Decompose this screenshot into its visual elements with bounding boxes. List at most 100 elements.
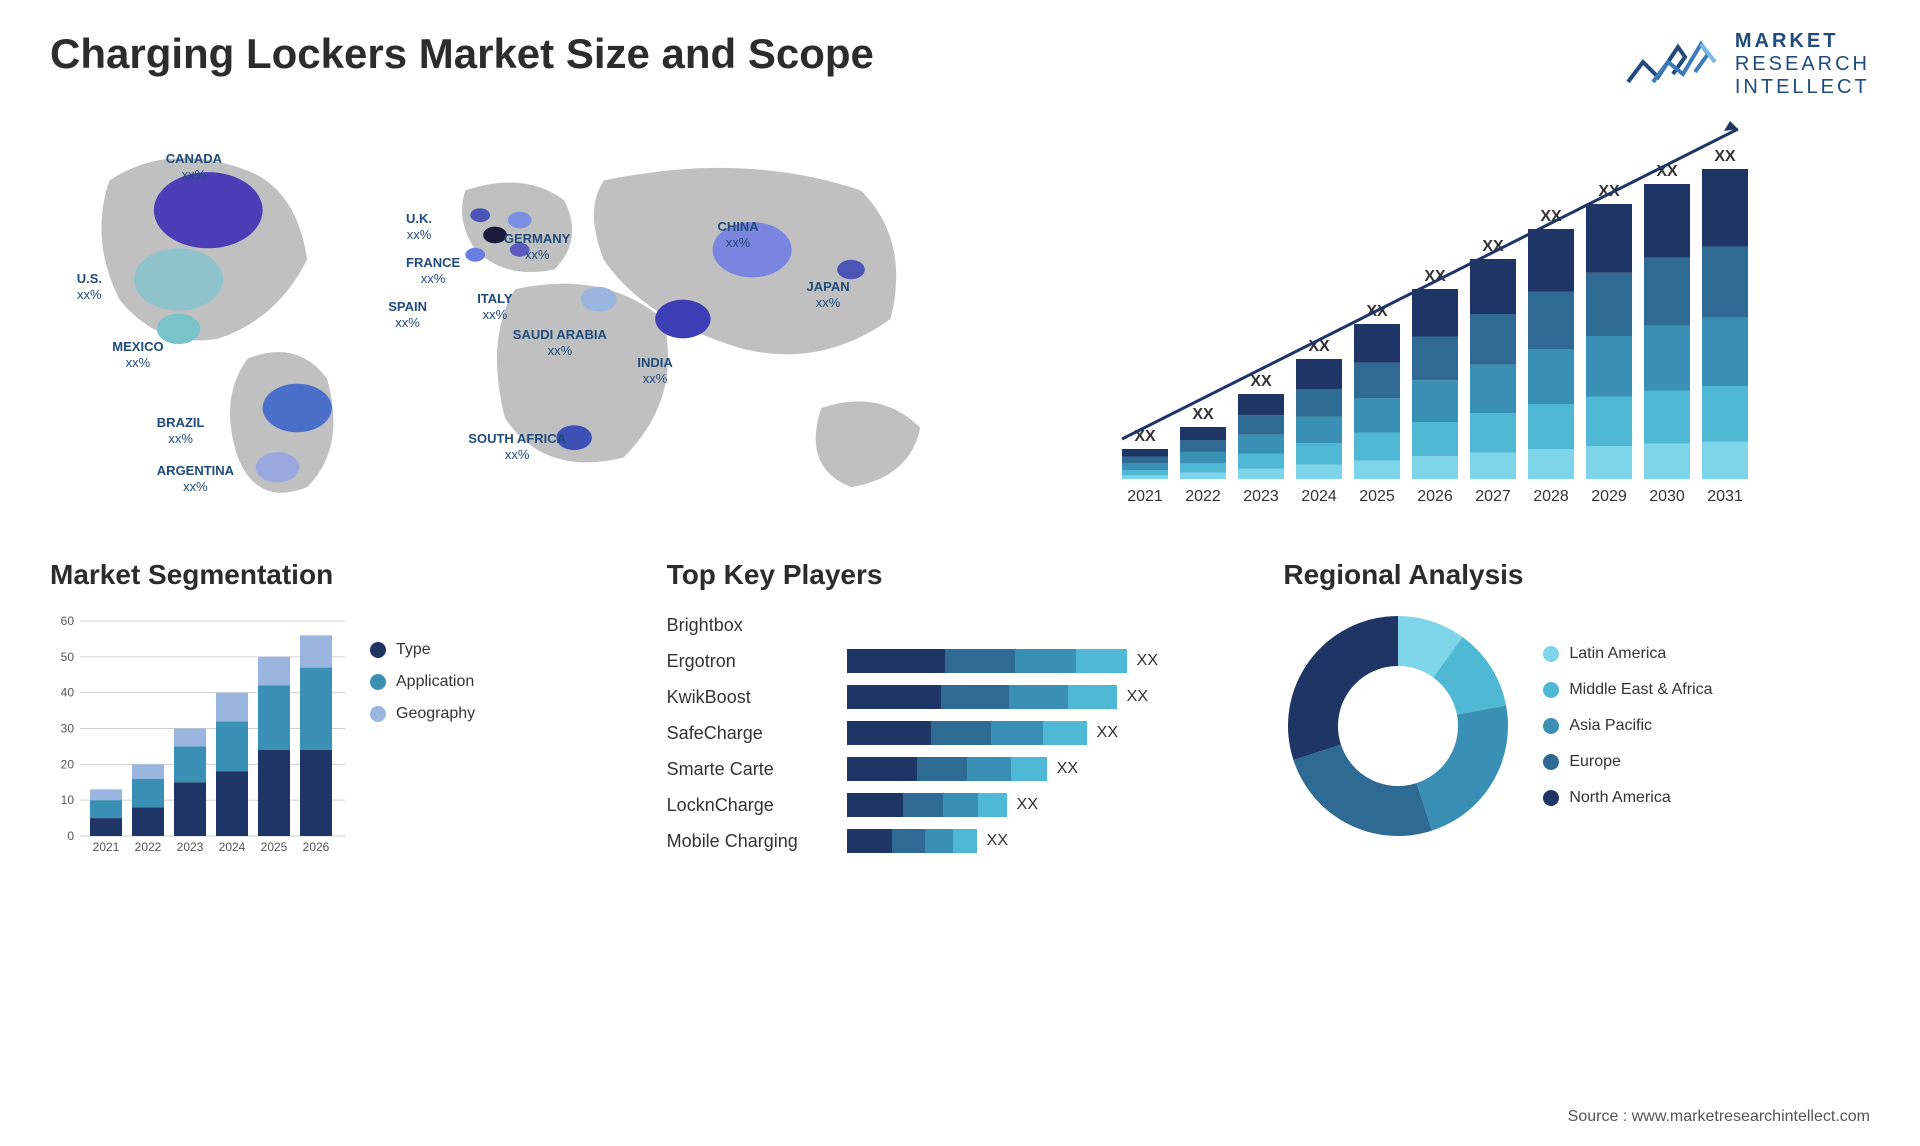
- player-bar-row: [847, 611, 1254, 639]
- svg-text:2028: 2028: [1533, 488, 1569, 505]
- svg-text:60: 60: [61, 614, 75, 628]
- player-name: Brightbox: [667, 611, 827, 639]
- player-bar-segment: [967, 757, 1011, 781]
- player-name: KwikBoost: [667, 683, 827, 711]
- svg-text:2023: 2023: [177, 840, 204, 854]
- players-names: BrightboxErgotronKwikBoostSafeChargeSmar…: [667, 611, 827, 855]
- map-label-canada: CANADAxx%: [166, 151, 222, 182]
- player-value: XX: [1097, 724, 1118, 742]
- segmentation-legend-item: Type: [370, 641, 475, 659]
- svg-text:2023: 2023: [1243, 488, 1279, 505]
- svg-text:50: 50: [61, 650, 75, 664]
- player-bar-segment: [978, 793, 1007, 817]
- legend-swatch: [1543, 682, 1559, 698]
- player-bar-segment: [892, 829, 925, 853]
- players-wrap: BrightboxErgotronKwikBoostSafeChargeSmar…: [667, 611, 1254, 855]
- player-bar-segment: [847, 685, 942, 709]
- segmentation-legend: TypeApplicationGeography: [370, 611, 475, 861]
- regional-legend-item: North America: [1543, 789, 1712, 807]
- map-label-mexico: MEXICOxx%: [112, 339, 163, 370]
- segmentation-wrap: 0102030405060202120222023202420252026 Ty…: [50, 611, 637, 861]
- map-label-italy: ITALYxx%: [477, 291, 512, 322]
- svg-text:XX: XX: [1250, 373, 1272, 390]
- player-bar-segment: [941, 685, 1009, 709]
- player-bar-segment: [903, 793, 943, 817]
- svg-text:2026: 2026: [303, 840, 330, 854]
- player-bar-row: XX: [847, 827, 1254, 855]
- player-bar-segment: [1043, 721, 1086, 745]
- logo-line3: INTELLECT: [1735, 76, 1870, 99]
- svg-text:2021: 2021: [1127, 488, 1163, 505]
- legend-swatch: [370, 674, 386, 690]
- brand-logo: MARKET RESEARCH INTELLECT: [1623, 30, 1870, 99]
- player-bar-segment: [931, 721, 991, 745]
- source-text: Source : www.marketresearchintellect.com: [1568, 1108, 1870, 1126]
- regional-wrap: Latin AmericaMiddle East & AfricaAsia Pa…: [1283, 611, 1870, 841]
- player-bar-segment: [1076, 649, 1126, 673]
- svg-text:2025: 2025: [1359, 488, 1395, 505]
- segmentation-chart: 0102030405060202120222023202420252026: [50, 611, 350, 861]
- map-label-brazil: BRAZILxx%: [157, 415, 205, 446]
- svg-text:2022: 2022: [135, 840, 162, 854]
- legend-swatch: [1543, 718, 1559, 734]
- player-bar: [847, 721, 1087, 745]
- legend-label: Latin America: [1569, 645, 1666, 663]
- logo-line2: RESEARCH: [1735, 53, 1870, 76]
- svg-text:10: 10: [61, 793, 75, 807]
- player-name: LocknCharge: [667, 791, 827, 819]
- player-bar-segment: [847, 757, 917, 781]
- player-bar-segment: [847, 649, 945, 673]
- bottom-row: Market Segmentation 01020304050602021202…: [50, 559, 1870, 861]
- regional-legend: Latin AmericaMiddle East & AfricaAsia Pa…: [1543, 645, 1712, 807]
- regional-legend-item: Latin America: [1543, 645, 1712, 663]
- player-bar-segment: [847, 793, 903, 817]
- players-section: Top Key Players BrightboxErgotronKwikBoo…: [667, 559, 1254, 861]
- player-value: XX: [1057, 760, 1078, 778]
- player-bar: [847, 793, 1007, 817]
- player-bar-segment: [943, 793, 978, 817]
- map-label-france: FRANCExx%: [406, 255, 460, 286]
- segmentation-section: Market Segmentation 01020304050602021202…: [50, 559, 637, 861]
- legend-swatch: [1543, 790, 1559, 806]
- map-label-india: INDIAxx%: [637, 355, 672, 386]
- player-bar-segment: [917, 757, 967, 781]
- svg-text:30: 30: [61, 722, 75, 736]
- growth-chart: XX2021XX2022XX2023XX2024XX2025XX2026XX20…: [980, 119, 1870, 519]
- player-value: XX: [1127, 688, 1148, 706]
- player-bar-row: XX: [847, 683, 1254, 711]
- segmentation-legend-item: Geography: [370, 705, 475, 723]
- legend-swatch: [1543, 646, 1559, 662]
- svg-text:2029: 2029: [1591, 488, 1627, 505]
- player-value: XX: [987, 832, 1008, 850]
- player-bar: [847, 649, 1127, 673]
- player-value: XX: [1017, 796, 1038, 814]
- player-name: SafeCharge: [667, 719, 827, 747]
- svg-text:2031: 2031: [1707, 488, 1743, 505]
- svg-text:2022: 2022: [1185, 488, 1221, 505]
- legend-label: Geography: [396, 705, 475, 723]
- legend-swatch: [370, 706, 386, 722]
- map-label-japan: JAPANxx%: [807, 279, 850, 310]
- logo-line1: MARKET: [1735, 30, 1870, 53]
- player-bar: [847, 757, 1047, 781]
- player-bar-segment: [1009, 685, 1068, 709]
- legend-label: North America: [1569, 789, 1670, 807]
- map-label-china: CHINAxx%: [718, 219, 759, 250]
- svg-text:2027: 2027: [1475, 488, 1511, 505]
- player-bar-row: XX: [847, 647, 1254, 675]
- svg-text:40: 40: [61, 686, 75, 700]
- growth-chart-block: XX2021XX2022XX2023XX2024XX2025XX2026XX20…: [980, 119, 1870, 519]
- world-map-block: CANADAxx%U.S.xx%MEXICOxx%BRAZILxx%ARGENT…: [50, 119, 940, 519]
- player-bar-segment: [925, 829, 954, 853]
- svg-text:2026: 2026: [1417, 488, 1453, 505]
- svg-text:2025: 2025: [261, 840, 288, 854]
- map-label-argentina: ARGENTINAxx%: [157, 463, 234, 494]
- regional-legend-item: Middle East & Africa: [1543, 681, 1712, 699]
- legend-label: Middle East & Africa: [1569, 681, 1712, 699]
- map-label-uk: U.K.xx%: [406, 211, 432, 242]
- player-value: XX: [1137, 652, 1158, 670]
- player-bar-segment: [847, 721, 931, 745]
- regional-title: Regional Analysis: [1283, 559, 1870, 591]
- regional-donut: [1283, 611, 1513, 841]
- logo-text: MARKET RESEARCH INTELLECT: [1735, 30, 1870, 99]
